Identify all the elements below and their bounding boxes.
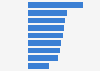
Bar bbox=[28, 63, 49, 69]
Bar bbox=[28, 40, 61, 46]
Bar bbox=[28, 10, 67, 15]
Bar bbox=[28, 18, 65, 23]
Bar bbox=[28, 25, 64, 31]
Bar bbox=[28, 56, 58, 61]
Bar bbox=[28, 48, 60, 53]
Bar bbox=[28, 2, 83, 8]
Bar bbox=[28, 33, 62, 38]
